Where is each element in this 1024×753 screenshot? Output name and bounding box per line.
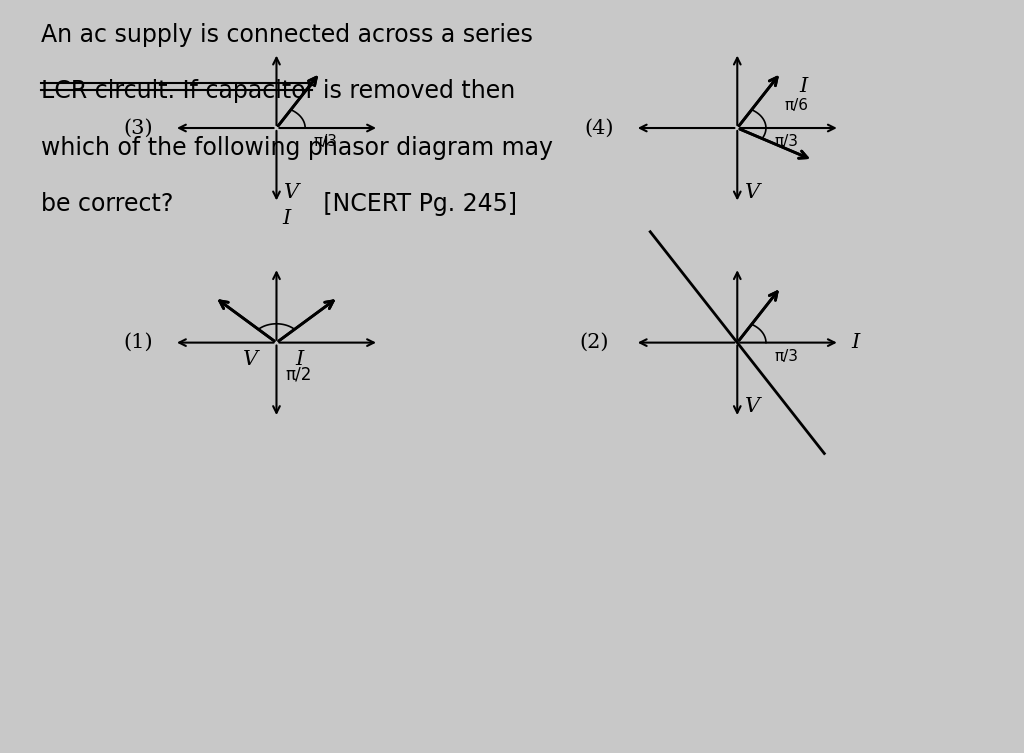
Text: (3): (3): [124, 118, 153, 138]
Text: I: I: [295, 349, 303, 369]
Text: π/3: π/3: [774, 349, 799, 364]
Text: V: V: [285, 182, 299, 202]
Text: I: I: [851, 333, 859, 352]
Text: V: V: [745, 397, 760, 416]
Text: V: V: [745, 182, 760, 202]
Text: (1): (1): [124, 333, 153, 352]
Text: LCR circuit. If capacitor is removed then: LCR circuit. If capacitor is removed the…: [41, 79, 515, 103]
Text: π/3: π/3: [313, 134, 338, 149]
Text: I: I: [800, 77, 808, 96]
Text: π/3: π/3: [774, 134, 799, 149]
Text: (2): (2): [580, 333, 608, 352]
Text: be correct?                    [NCERT Pg. 245]: be correct? [NCERT Pg. 245]: [41, 192, 517, 216]
Text: π/2: π/2: [286, 365, 312, 383]
Text: which of the following phasor diagram may: which of the following phasor diagram ma…: [41, 136, 553, 160]
Text: I: I: [283, 209, 291, 228]
Text: An ac supply is connected across a series: An ac supply is connected across a serie…: [41, 23, 532, 47]
Text: (4): (4): [585, 118, 613, 138]
Text: π/6: π/6: [784, 98, 809, 113]
Text: V: V: [244, 349, 258, 369]
